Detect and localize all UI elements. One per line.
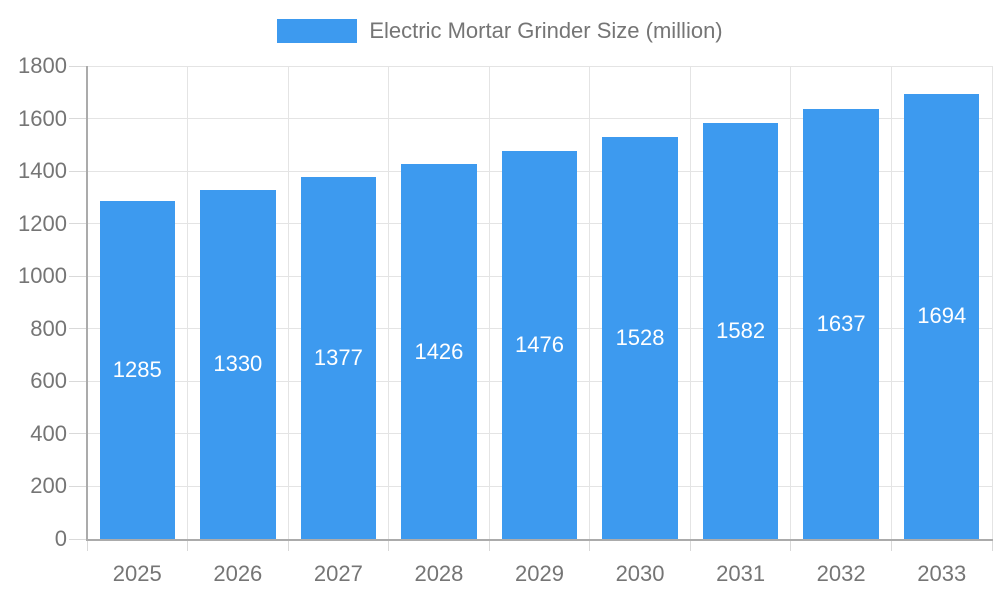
x-tick-label: 2025 [112,561,162,586]
y-tick-mark [69,380,86,382]
x-tick-mark [689,539,691,551]
x-tick-mark [890,539,892,551]
y-tick-label: 1200 [18,210,67,236]
y-axis-line [86,66,88,539]
x-tick-label: 2029 [515,561,564,586]
bar-value-label: 1426 [414,338,464,364]
y-tick-mark [69,118,86,120]
bar-2030[interactable] [602,137,678,539]
y-tick-label: 600 [30,368,67,394]
x-gridline [187,66,189,539]
x-tick-label: 2026 [213,561,263,586]
x-tick-label: 2027 [313,561,363,586]
x-tick-mark [287,539,289,551]
bar-value-label: 1582 [716,318,766,344]
bar-2026[interactable] [200,189,276,539]
bar-2031[interactable] [702,123,779,539]
x-tick-label: 2028 [414,561,464,586]
y-tick-label: 400 [30,420,67,446]
y-tick-label: 800 [30,315,67,341]
y-tick-label: 1800 [18,53,67,78]
bar-2029[interactable] [501,151,578,539]
y-tick-label: 1400 [18,158,67,184]
y-tick-mark [69,275,86,277]
plot-area: 0 200 400 600 800 1000 1200 1400 1600 1800 1285 202… [18,53,993,586]
x-gridline [388,66,390,539]
y-tick-label: 1600 [18,105,67,131]
y-tick-mark [69,328,86,330]
x-tick-mark [388,539,390,551]
legend[interactable]: Electric Mortar Grinder Size (million) [0,16,1000,46]
y-tick-mark [69,65,86,67]
x-tick-label: 2033 [917,561,967,586]
bar-value-label: 1528 [615,325,665,351]
x-gridline [689,66,691,539]
x-tick-mark [187,539,189,551]
bar-value-label: 1476 [515,332,564,358]
bar-2027[interactable] [300,177,377,539]
x-tick-mark [86,539,88,551]
x-tick-label: 2032 [816,561,866,586]
bar-value-label: 1694 [917,303,967,329]
y-gridline [87,65,992,67]
x-tick-mark [991,539,993,551]
bar-2028[interactable] [401,164,477,539]
bar-value-label: 1377 [313,345,363,371]
y-tick-mark [69,433,86,435]
x-gridline [991,66,993,539]
x-axis-line [86,539,993,541]
x-tick-mark [589,539,591,551]
x-gridline [488,66,490,539]
x-tick-label: 2031 [716,561,766,586]
bar-2033[interactable] [904,93,980,539]
x-tick-mark [790,539,792,551]
y-gridline [87,118,992,120]
bar-value-label: 1330 [213,351,263,377]
y-tick-label: 0 [54,526,67,551]
x-gridline [287,66,289,539]
bar-value-label: 1285 [112,357,162,383]
x-tick-label: 2030 [615,561,665,586]
bar-value-label: 1637 [816,310,866,336]
legend-swatch [277,19,358,43]
bar-2032[interactable] [803,108,879,539]
y-tick-label: 200 [30,473,67,499]
x-tick-mark [488,539,490,551]
y-tick-mark [69,170,86,172]
y-tick-mark [69,485,86,487]
x-gridline [589,66,591,539]
x-gridline [790,66,792,539]
y-tick-mark [69,223,86,225]
x-gridline [890,66,892,539]
y-tick-mark [69,538,86,540]
legend-label: Electric Mortar Grinder Size (million) [369,18,723,43]
y-tick-label: 1000 [18,263,67,289]
bar-2025[interactable] [99,201,175,539]
